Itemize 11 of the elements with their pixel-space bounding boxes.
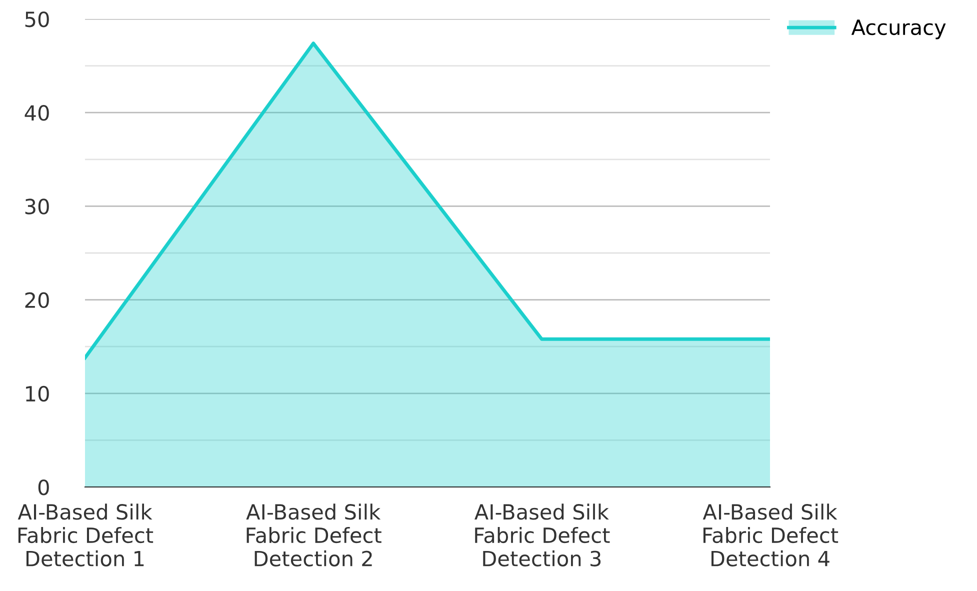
y-tick-label: 20 <box>25 292 49 308</box>
x-tick-label: AI-Based Silk Fabric Defect Detection 2 <box>246 504 382 566</box>
x-tick-label: AI-Based Silk Fabric Defect Detection 4 <box>702 504 838 566</box>
y-tick-label: 30 <box>25 198 49 214</box>
x-tick-label: AI-Based Silk Fabric Defect Detection 3 <box>474 504 610 566</box>
y-tick-label: 50 <box>25 11 49 28</box>
legend-label: Accuracy <box>851 20 946 40</box>
x-tick-label: AI-Based Silk Fabric Defect Detection 1 <box>18 504 154 566</box>
y-tick-label: 40 <box>24 105 49 121</box>
y-tick-label: 10 <box>26 386 49 402</box>
y-tick-label: 0 <box>38 479 49 496</box>
